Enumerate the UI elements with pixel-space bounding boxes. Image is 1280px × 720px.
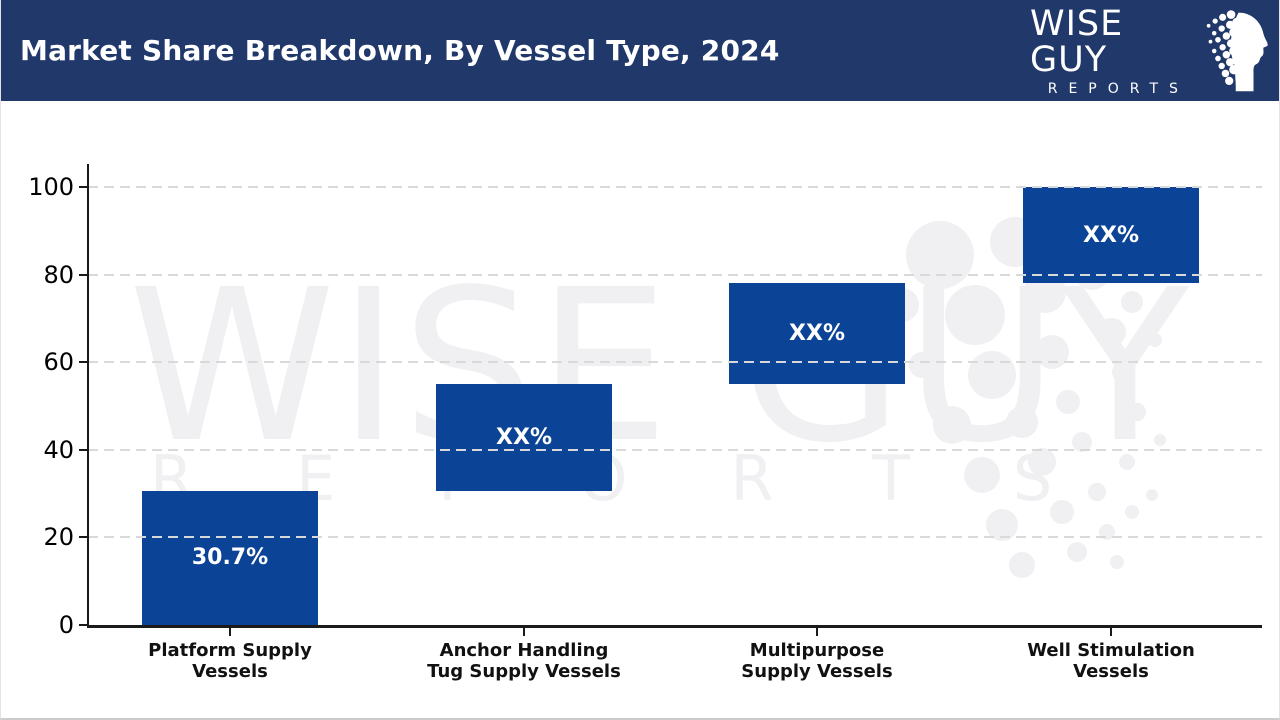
wiseguy-logo: WISE GUY REPORTS xyxy=(1030,6,1270,97)
bar-segment: 30.7% xyxy=(142,490,318,625)
gridline-80 xyxy=(88,273,1262,276)
gridline-40 xyxy=(88,448,1262,451)
y-axis-label-0: 0 xyxy=(58,611,74,639)
bar-segment: XX% xyxy=(1023,187,1199,284)
bar-value-label: XX% xyxy=(789,321,845,347)
page-title: Market Share Breakdown, By Vessel Type, … xyxy=(20,34,780,67)
y-axis-tick-20 xyxy=(79,536,88,539)
logo-brand-name: WISE GUY xyxy=(1030,3,1124,80)
y-axis-label-20: 20 xyxy=(43,523,74,552)
x-axis-line xyxy=(87,625,1262,628)
y-axis-tick-40 xyxy=(79,448,88,451)
bar-value-label: 30.7% xyxy=(191,545,269,571)
category-label: Well Stimulation Vessels xyxy=(1027,640,1195,682)
y-axis-label-60: 60 xyxy=(43,348,74,377)
logo-text: WISE GUY REPORTS xyxy=(1030,6,1201,97)
x-axis-tick xyxy=(816,628,818,636)
x-axis-tick xyxy=(523,628,525,636)
bar-segment: XX% xyxy=(729,283,905,385)
gridline-20 xyxy=(88,536,1262,539)
category-label: Platform Supply Vessels xyxy=(148,640,312,682)
gridline-60 xyxy=(88,361,1262,364)
y-axis-tick-0 xyxy=(79,624,88,626)
category-label: Anchor Handling Tug Supply Vessels xyxy=(427,640,621,682)
category-label: Multipurpose Supply Vessels xyxy=(741,640,893,682)
y-axis-tick-60 xyxy=(79,361,88,364)
y-axis-line xyxy=(87,164,89,628)
x-axis-tick xyxy=(1110,628,1112,636)
logo-brand-subtitle: REPORTS xyxy=(1047,80,1189,97)
logo-face-icon xyxy=(1206,10,1268,92)
x-axis-tick xyxy=(229,628,231,636)
header-bar: Market Share Breakdown, By Vessel Type, … xyxy=(0,0,1280,101)
bar-segment: XX% xyxy=(436,384,612,491)
y-axis-label-40: 40 xyxy=(43,435,74,464)
bar-value-label: XX% xyxy=(496,424,552,450)
y-axis-label-80: 80 xyxy=(43,260,74,289)
y-axis-tick-80 xyxy=(79,273,88,276)
y-axis-tick-100 xyxy=(79,186,88,188)
y-axis-label-100: 100 xyxy=(28,173,74,201)
bar-value-label: XX% xyxy=(1083,222,1139,248)
gridline-100 xyxy=(88,186,1262,188)
